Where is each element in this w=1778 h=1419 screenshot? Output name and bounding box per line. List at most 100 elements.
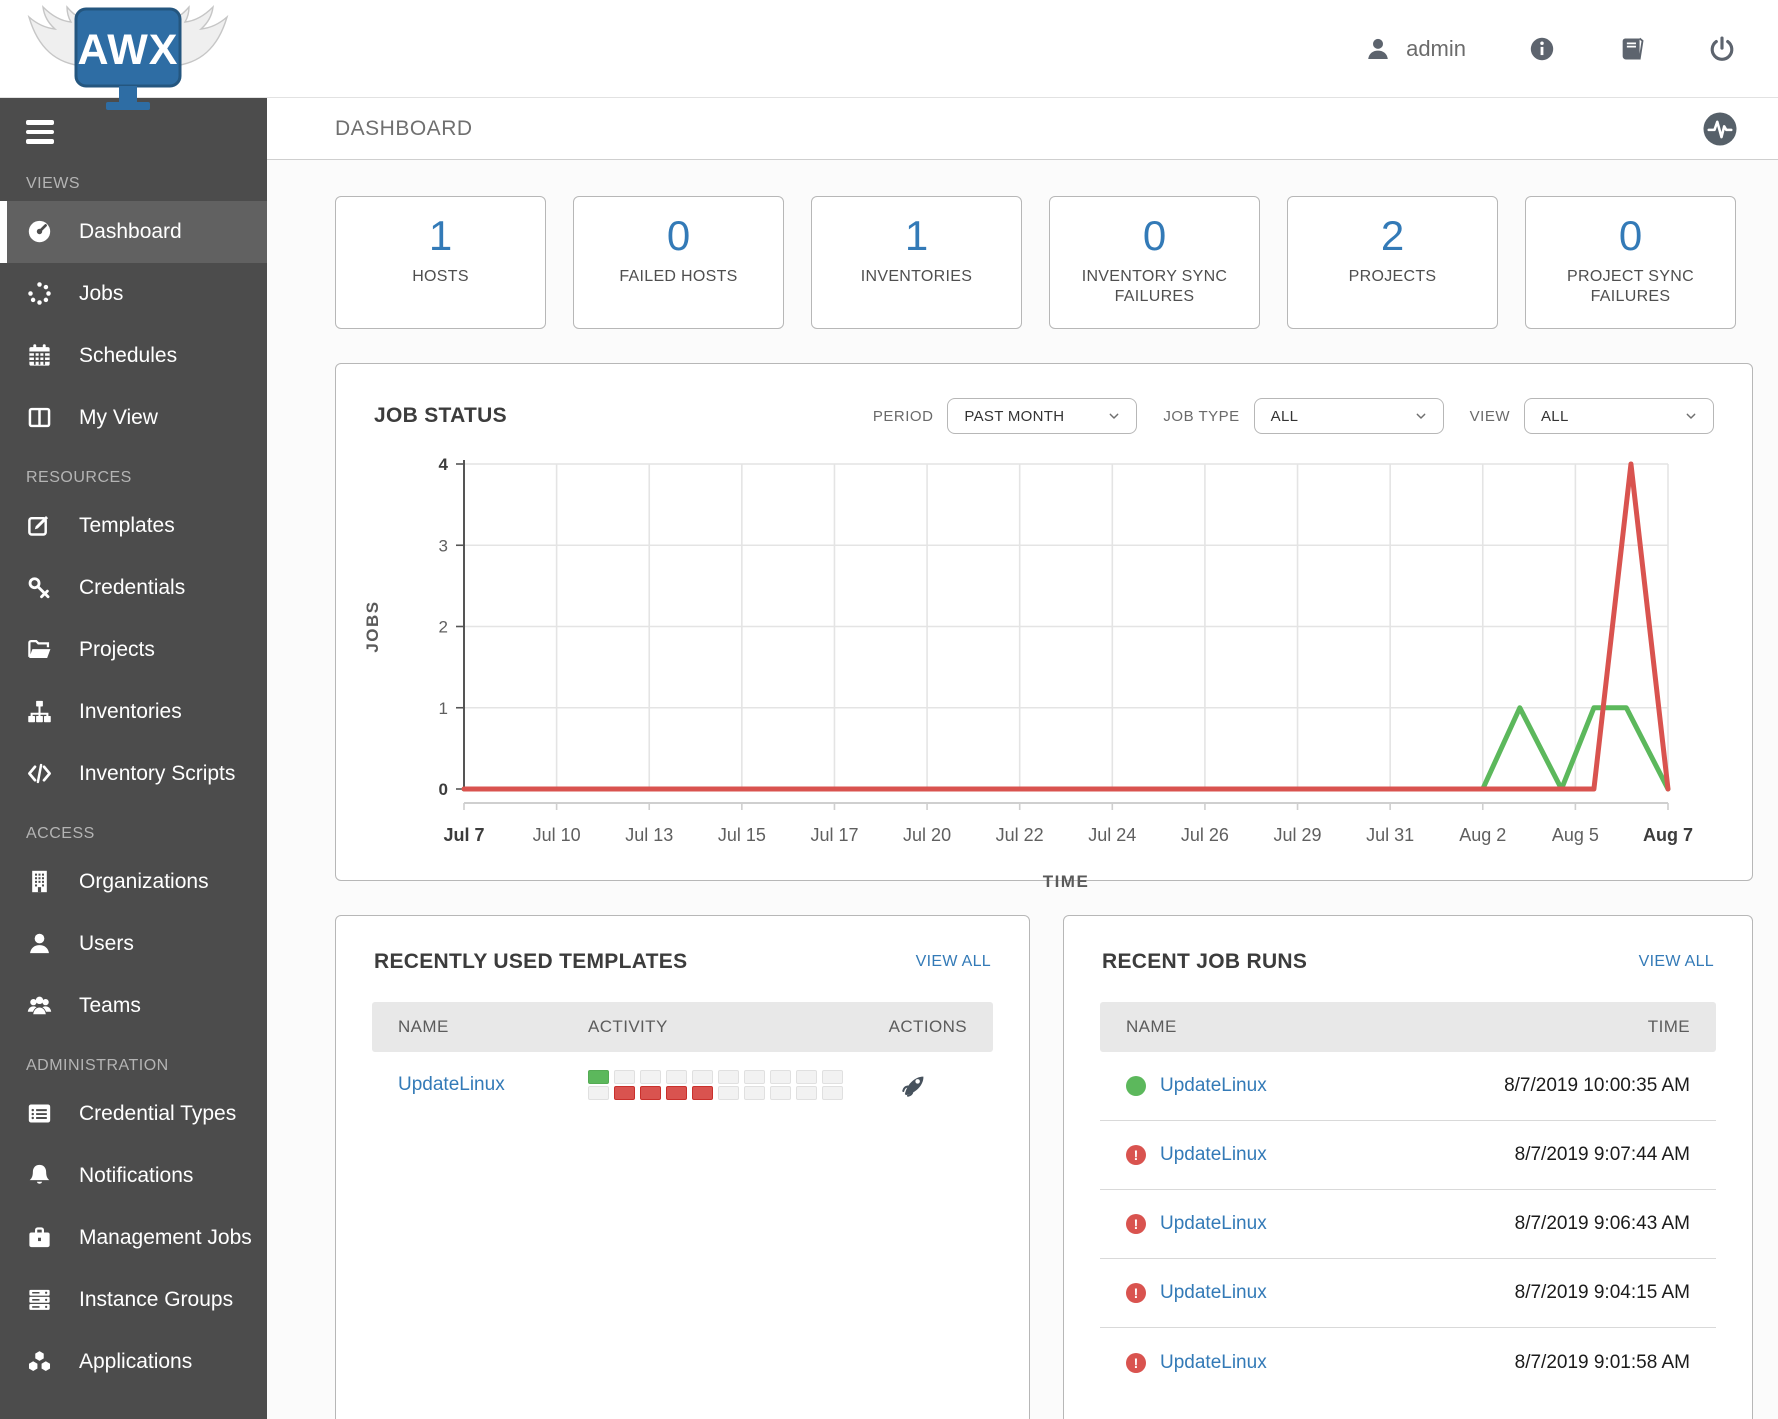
job-run-time: 8/7/2019 9:07:44 AM — [1514, 1144, 1690, 1165]
sidebar-item-schedules[interactable]: Schedules — [0, 325, 267, 387]
sidebar-item-inventory-scripts[interactable]: Inventory Scripts — [0, 743, 267, 805]
chevron-down-icon — [1413, 408, 1429, 424]
top-header: AWX admin — [0, 0, 1778, 110]
sidebar-item-inventories[interactable]: Inventories — [0, 681, 267, 743]
template-link[interactable]: UpdateLinux — [398, 1074, 505, 1095]
stats-cards-row: 1 HOSTS 0 FAILED HOSTS 1 INVENTORIES 0 I… — [335, 196, 1753, 329]
sidebar-item-credentials[interactable]: Credentials — [0, 557, 267, 619]
sitemap-icon — [26, 698, 53, 725]
stat-card-hosts[interactable]: 1 HOSTS — [335, 196, 546, 329]
job-run-link[interactable]: UpdateLinux — [1160, 1351, 1267, 1373]
sidebar: VIEWS Dashboard Jobs Schedules My View R… — [0, 98, 267, 1419]
job-type-select[interactable]: ALL — [1253, 398, 1444, 434]
template-row: UpdateLinux — [372, 1052, 993, 1118]
user-icon — [1364, 35, 1392, 63]
about-info-icon[interactable] — [1528, 35, 1556, 63]
users-icon — [26, 992, 53, 1019]
svg-text:Jul 22: Jul 22 — [996, 825, 1044, 845]
job-type-label: JOB TYPE — [1163, 407, 1240, 425]
job-run-row: UpdateLinux 8/7/2019 9:01:58 AM — [1100, 1328, 1716, 1397]
activity-sparkline — [588, 1070, 877, 1100]
main-content: 1 HOSTS 0 FAILED HOSTS 1 INVENTORIES 0 I… — [267, 160, 1778, 1419]
gauge-icon — [26, 218, 53, 245]
logo-text: AWX — [78, 26, 179, 74]
svg-text:3: 3 — [439, 536, 448, 555]
status-failed-icon — [1126, 1145, 1146, 1165]
building-icon — [26, 868, 53, 895]
sidebar-item-users[interactable]: Users — [0, 913, 267, 975]
sidebar-item-instance-groups[interactable]: Instance Groups — [0, 1269, 267, 1331]
templates-view-all-link[interactable]: VIEW ALL — [915, 953, 991, 970]
svg-text:Jul 13: Jul 13 — [625, 825, 673, 845]
stat-card-inventories[interactable]: 1 INVENTORIES — [811, 196, 1022, 329]
awx-logo[interactable]: AWX — [24, 4, 232, 121]
sidebar-item-my-view[interactable]: My View — [0, 387, 267, 449]
job-status-panel: JOB STATUS PERIOD PAST MONTH JOB TYPE AL… — [335, 363, 1753, 891]
svg-text:JOBS: JOBS — [363, 600, 382, 652]
job-run-link[interactable]: UpdateLinux — [1160, 1075, 1267, 1096]
status-failed-icon — [1126, 1214, 1146, 1234]
svg-text:Jul 31: Jul 31 — [1366, 825, 1414, 845]
chevron-down-icon — [1683, 408, 1699, 424]
activity-cell-success — [588, 1070, 609, 1100]
svg-text:Aug 5: Aug 5 — [1552, 825, 1599, 845]
svg-text:1: 1 — [439, 699, 448, 718]
svg-text:Jul 17: Jul 17 — [810, 825, 858, 845]
job-run-link[interactable]: UpdateLinux — [1160, 1144, 1267, 1165]
section-label-administration: ADMINISTRATION — [26, 1056, 169, 1074]
job-status-filters: PERIOD PAST MONTH JOB TYPE ALL VIEW — [873, 398, 1714, 434]
activity-stream-icon[interactable] — [1702, 111, 1738, 147]
docs-book-icon[interactable] — [1618, 35, 1646, 63]
sidebar-item-dashboard[interactable]: Dashboard — [0, 200, 267, 263]
sidebar-item-credential-types[interactable]: Credential Types — [0, 1083, 267, 1145]
templates-title: RECENTLY USED TEMPLATES — [374, 950, 688, 973]
folder-icon — [26, 636, 53, 663]
job-runs-table-header: NAME TIME — [1100, 1002, 1716, 1052]
recent-job-runs-panel: RECENT JOB RUNS VIEW ALL NAME TIME Updat… — [1063, 915, 1753, 1419]
stat-card-failed-hosts[interactable]: 0 FAILED HOSTS — [573, 196, 784, 329]
stat-card-inventory-sync-failures[interactable]: 0 INVENTORY SYNC FAILURES — [1049, 196, 1260, 329]
sidebar-item-templates[interactable]: Templates — [0, 495, 267, 557]
activity-cell-none — [770, 1070, 791, 1100]
logout-power-icon[interactable] — [1708, 35, 1736, 63]
bottom-panels: RECENTLY USED TEMPLATES VIEW ALL NAME AC… — [335, 915, 1753, 1419]
list-alt-icon — [26, 1100, 53, 1127]
user-menu[interactable]: admin — [1364, 35, 1466, 63]
stat-card-project-sync-failures[interactable]: 0 PROJECT SYNC FAILURES — [1525, 196, 1736, 329]
job-runs-title: RECENT JOB RUNS — [1102, 950, 1308, 973]
sidebar-item-jobs[interactable]: Jobs — [0, 263, 267, 325]
svg-text:Jul 24: Jul 24 — [1088, 825, 1136, 845]
sidebar-item-teams[interactable]: Teams — [0, 975, 267, 1037]
stat-card-projects[interactable]: 2 PROJECTS — [1287, 196, 1498, 329]
svg-text:TIME: TIME — [1043, 872, 1090, 891]
section-label-resources: RESOURCES — [26, 468, 132, 486]
svg-text:Jul 15: Jul 15 — [718, 825, 766, 845]
view-select[interactable]: ALL — [1524, 398, 1714, 434]
status-failed-icon — [1126, 1283, 1146, 1303]
activity-cell-failed — [666, 1070, 687, 1100]
job-runs-view-all-link[interactable]: VIEW ALL — [1638, 953, 1714, 970]
pencil-square-icon — [26, 512, 53, 539]
job-run-row: UpdateLinux 8/7/2019 9:04:15 AM — [1100, 1259, 1716, 1328]
job-run-link[interactable]: UpdateLinux — [1160, 1213, 1267, 1234]
menu-hamburger-icon[interactable] — [0, 98, 267, 155]
rocket-launch-icon[interactable] — [899, 1070, 929, 1100]
period-select[interactable]: PAST MONTH — [947, 398, 1138, 434]
section-label-access: ACCESS — [26, 824, 95, 842]
svg-text:Jul 20: Jul 20 — [903, 825, 951, 845]
activity-cell-none — [744, 1070, 765, 1100]
sidebar-item-notifications[interactable]: Notifications — [0, 1145, 267, 1207]
job-run-link[interactable]: UpdateLinux — [1160, 1282, 1267, 1303]
columns-icon — [26, 404, 53, 431]
period-label: PERIOD — [872, 407, 934, 425]
sidebar-item-management-jobs[interactable]: Management Jobs — [0, 1207, 267, 1269]
calendar-icon — [26, 342, 53, 369]
chevron-down-icon — [1106, 408, 1122, 424]
spinner-icon — [26, 280, 53, 307]
job-run-time: 8/7/2019 10:00:35 AM — [1504, 1075, 1690, 1096]
job-run-time: 8/7/2019 9:01:58 AM — [1514, 1351, 1690, 1373]
svg-text:Aug 2: Aug 2 — [1459, 825, 1506, 845]
sidebar-item-applications[interactable]: Applications — [0, 1331, 267, 1393]
sidebar-item-projects[interactable]: Projects — [0, 619, 267, 681]
sidebar-item-organizations[interactable]: Organizations — [0, 851, 267, 913]
